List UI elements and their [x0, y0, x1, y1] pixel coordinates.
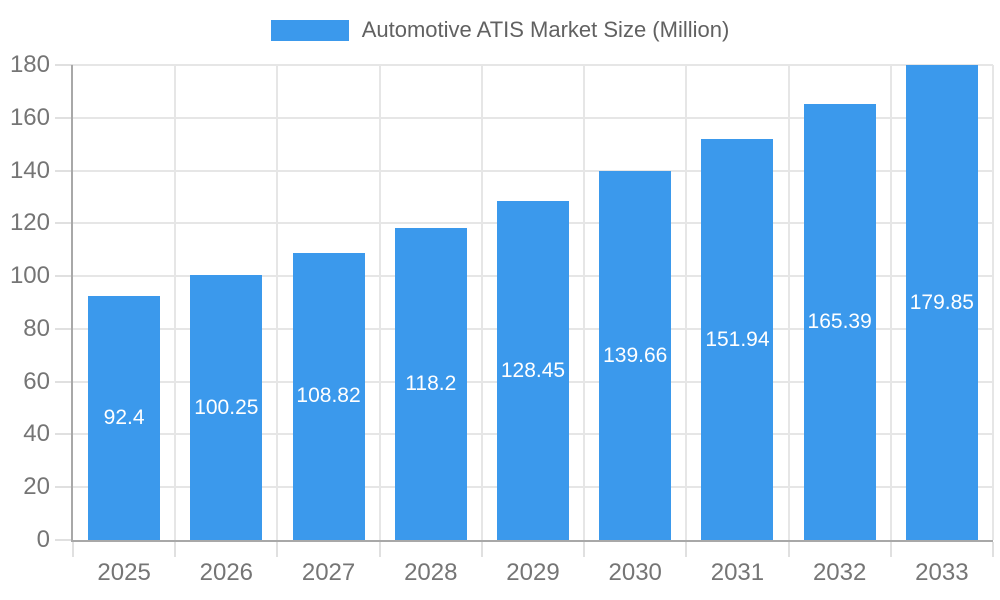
bar-value-label: 92.4	[103, 406, 145, 430]
y-tick	[55, 486, 73, 489]
y-tick-label: 120	[9, 209, 50, 237]
bar[interactable]: 100.25	[190, 275, 263, 540]
y-tick	[55, 222, 73, 225]
x-tick	[378, 542, 381, 557]
y-tick	[55, 380, 73, 383]
bar-value-label: 100.25	[194, 395, 259, 419]
x-tick	[276, 542, 279, 557]
x-tick	[174, 542, 177, 557]
y-tick	[55, 275, 73, 278]
bar-value-label: 128.45	[500, 358, 566, 382]
y-tick	[55, 433, 73, 436]
v-gridline	[583, 65, 586, 540]
bar[interactable]: 92.4	[88, 296, 161, 540]
x-tick-label: 2029	[506, 559, 560, 586]
legend-label: Automotive ATIS Market Size (Million)	[361, 17, 730, 42]
v-gridline	[480, 65, 483, 540]
v-gridline	[685, 65, 688, 540]
v-gridline	[787, 65, 790, 540]
x-axis-line	[71, 540, 993, 542]
bar-value-label: 108.82	[296, 384, 361, 408]
h-gridline	[73, 64, 993, 66]
y-tick-label: 140	[9, 156, 50, 184]
bar[interactable]: 108.82	[292, 252, 365, 540]
x-tick-label: 2028	[404, 559, 458, 586]
x-tick	[583, 542, 586, 557]
x-tick-label: 2033	[915, 559, 969, 586]
h-gridline	[73, 169, 993, 172]
y-tick-label: 0	[36, 526, 50, 553]
bar[interactable]: 165.39	[803, 103, 876, 540]
bar[interactable]: 179.85	[905, 65, 978, 540]
bar-value-label: 139.66	[603, 343, 668, 367]
x-tick	[787, 542, 790, 557]
v-gridline	[174, 65, 177, 540]
y-axis-line	[71, 65, 73, 542]
y-tick-label: 160	[9, 103, 50, 131]
y-tick-label: 180	[9, 51, 50, 78]
y-tick	[55, 539, 73, 541]
x-tick	[992, 542, 994, 557]
v-gridline	[992, 65, 994, 540]
y-tick-label: 20	[23, 473, 50, 501]
v-gridline	[276, 65, 279, 540]
y-tick-label: 100	[9, 262, 50, 290]
chart-legend[interactable]: Automotive ATIS Market Size (Million)	[0, 17, 1000, 43]
x-tick-label: 2027	[301, 559, 356, 586]
bar[interactable]: 151.94	[701, 139, 774, 540]
x-tick	[72, 542, 74, 557]
y-tick	[55, 327, 73, 330]
x-tick	[480, 542, 483, 557]
legend-swatch	[270, 19, 349, 41]
bar[interactable]: 139.66	[599, 171, 672, 540]
x-tick-label: 2026	[199, 559, 254, 586]
y-tick-label: 40	[23, 420, 50, 448]
x-tick-label: 2032	[812, 559, 867, 586]
h-gridline	[73, 116, 993, 119]
bar[interactable]: 118.2	[394, 228, 467, 540]
x-tick-label: 2030	[608, 559, 662, 586]
y-tick-label: 80	[23, 314, 50, 342]
plot-area: 0 20 40 60 80 100 120 140 160 180 92.4 2025 100.25 20…	[10, 52, 994, 586]
y-tick-label: 60	[23, 367, 50, 395]
bar[interactable]: 128.45	[497, 201, 569, 540]
x-tick	[889, 542, 892, 557]
bar-value-label: 151.94	[705, 327, 770, 351]
bar-value-label: 179.85	[909, 290, 974, 314]
x-tick	[685, 542, 688, 557]
bar-value-label: 165.39	[807, 309, 872, 333]
v-gridline	[889, 65, 892, 540]
x-tick-label: 2025	[97, 559, 151, 586]
y-tick	[55, 116, 73, 119]
y-tick	[55, 169, 73, 172]
x-tick-label: 2031	[710, 559, 765, 586]
y-tick	[55, 64, 73, 66]
v-gridline	[378, 65, 381, 540]
bar-value-label: 118.2	[405, 372, 457, 396]
